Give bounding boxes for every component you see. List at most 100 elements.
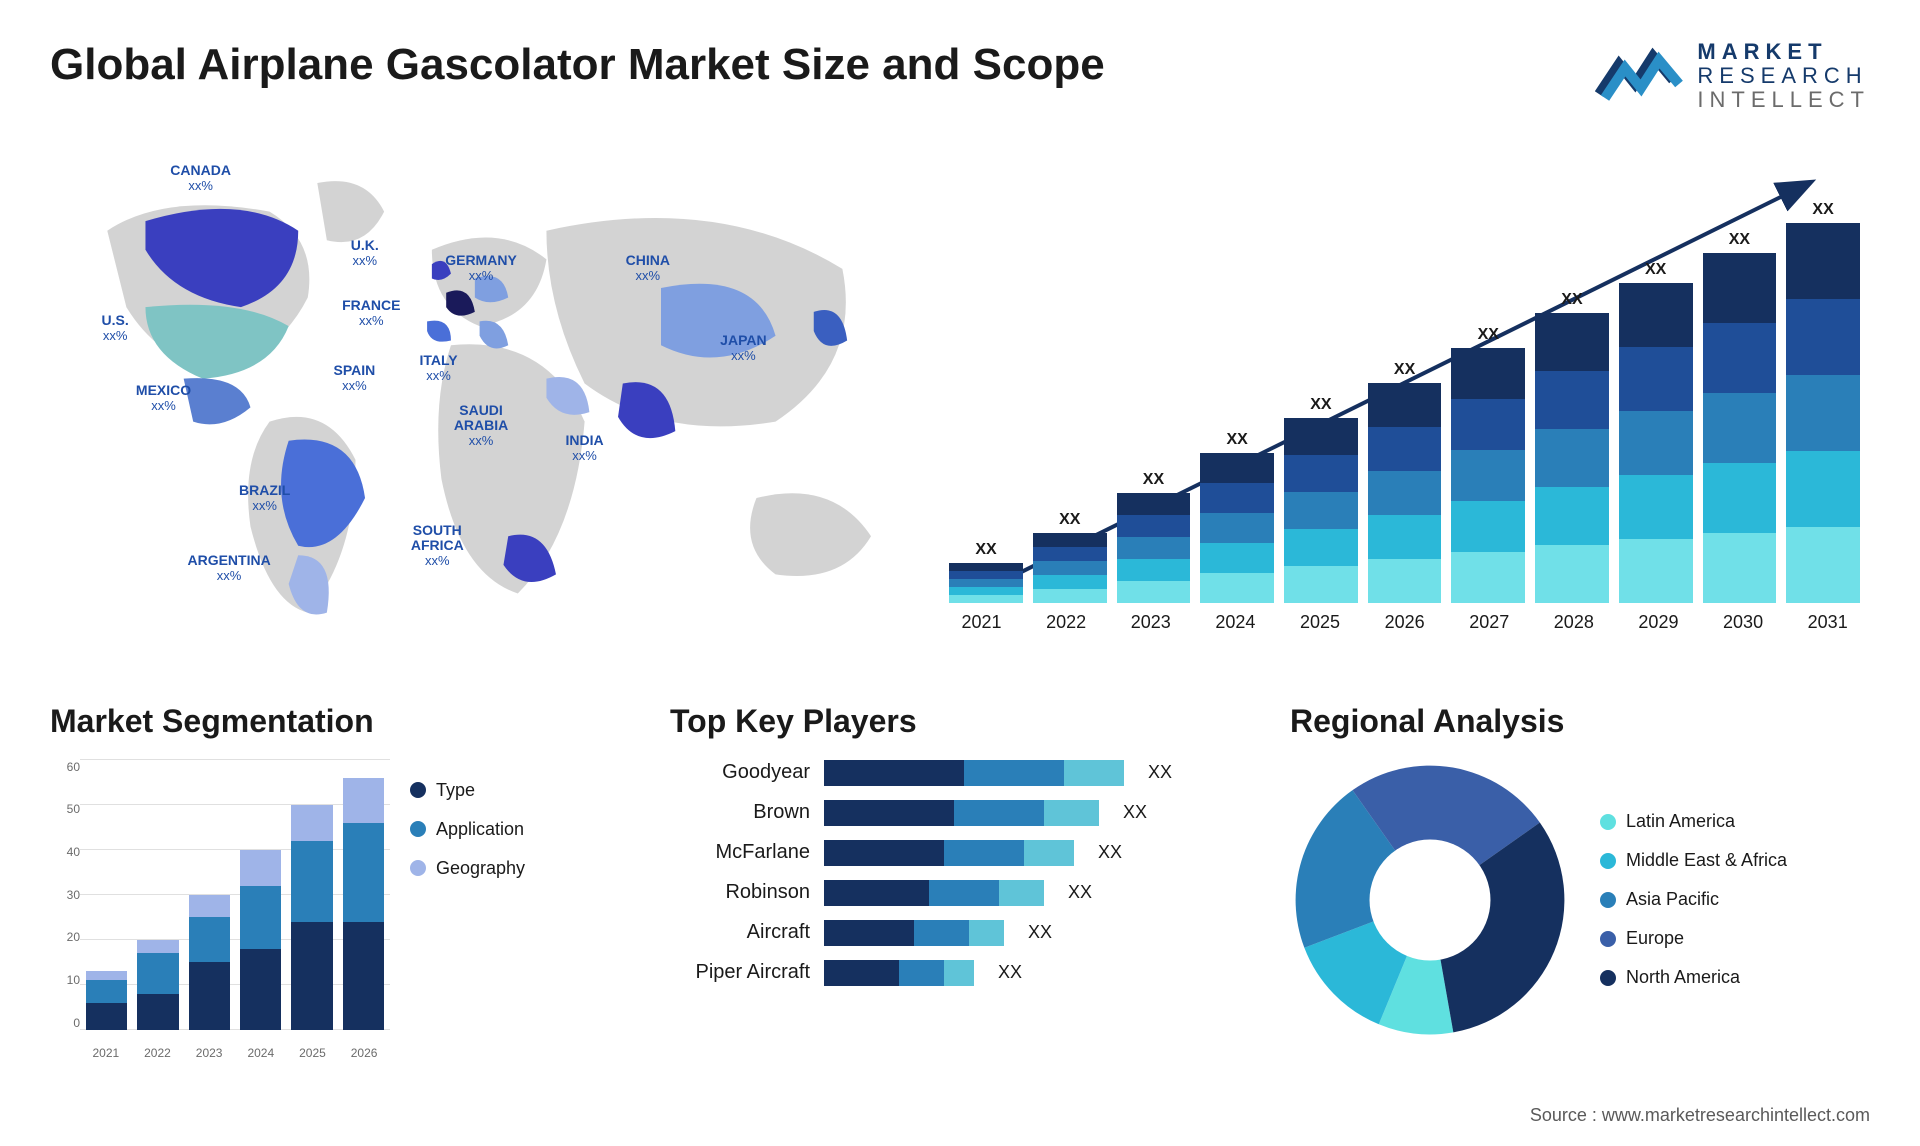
growth-segment bbox=[1368, 559, 1442, 603]
growth-segment bbox=[1368, 383, 1442, 427]
growth-segment bbox=[1786, 451, 1860, 527]
logo-line-1: MARKET bbox=[1697, 40, 1870, 64]
growth-segment bbox=[1117, 537, 1191, 559]
brand-logo: MARKET RESEARCH INTELLECT bbox=[1595, 40, 1870, 113]
player-value: XX bbox=[1148, 762, 1172, 783]
map-label: BRAZILxx% bbox=[239, 483, 290, 514]
map-label: SOUTHAFRICAxx% bbox=[411, 523, 464, 569]
player-bar bbox=[824, 920, 1004, 946]
growth-segment bbox=[1703, 463, 1777, 533]
seg-segment bbox=[86, 1003, 127, 1030]
legend-item: Geography bbox=[410, 858, 525, 879]
seg-xtick: 2026 bbox=[351, 1046, 378, 1060]
player-name: Aircraft bbox=[670, 921, 810, 944]
player-value: XX bbox=[998, 962, 1022, 983]
player-value: XX bbox=[1123, 802, 1147, 823]
growth-segment bbox=[1703, 393, 1777, 463]
seg-segment bbox=[291, 841, 332, 922]
map-label: MEXICOxx% bbox=[136, 383, 191, 414]
player-segment bbox=[1024, 840, 1074, 866]
player-segment bbox=[1064, 760, 1124, 786]
growth-segment bbox=[1451, 501, 1525, 552]
legend-item: Latin America bbox=[1600, 811, 1787, 832]
seg-bar bbox=[343, 778, 384, 1030]
growth-segment bbox=[949, 595, 1023, 603]
player-name: McFarlane bbox=[670, 841, 810, 864]
seg-segment bbox=[137, 953, 178, 994]
growth-bar: XX bbox=[1703, 231, 1777, 603]
legend-swatch-icon bbox=[1600, 814, 1616, 830]
player-bar bbox=[824, 800, 1099, 826]
growth-segment bbox=[1284, 418, 1358, 455]
player-row: McFarlaneXX bbox=[670, 840, 1210, 866]
seg-ytick: 10 bbox=[67, 973, 80, 987]
seg-segment bbox=[189, 895, 230, 918]
growth-bar: XX bbox=[1033, 511, 1107, 603]
player-segment bbox=[824, 880, 929, 906]
legend-item: Middle East & Africa bbox=[1600, 850, 1787, 871]
player-segment bbox=[899, 960, 944, 986]
player-row: Piper AircraftXX bbox=[670, 960, 1210, 986]
players-title: Top Key Players bbox=[670, 703, 1250, 740]
growth-year-label: 2031 bbox=[1798, 612, 1858, 633]
growth-segment bbox=[1284, 492, 1358, 529]
growth-segment bbox=[1619, 347, 1693, 411]
map-label: SAUDIARABIAxx% bbox=[454, 403, 508, 449]
growth-segment bbox=[1619, 475, 1693, 539]
legend-swatch-icon bbox=[1600, 892, 1616, 908]
player-segment bbox=[964, 760, 1064, 786]
seg-segment bbox=[137, 994, 178, 1030]
growth-segment bbox=[1033, 561, 1107, 575]
legend-item: Application bbox=[410, 819, 525, 840]
seg-bar bbox=[291, 805, 332, 1030]
growth-segment bbox=[1535, 313, 1609, 371]
player-name: Goodyear bbox=[670, 761, 810, 784]
seg-segment bbox=[343, 823, 384, 922]
growth-bar: XX bbox=[1200, 431, 1274, 603]
growth-segment bbox=[949, 571, 1023, 579]
growth-year-label: 2021 bbox=[952, 612, 1012, 633]
growth-value-label: XX bbox=[1645, 261, 1666, 279]
growth-segment bbox=[1368, 515, 1442, 559]
growth-segment bbox=[1703, 533, 1777, 603]
growth-bar: XX bbox=[949, 541, 1023, 603]
growth-year-label: 2026 bbox=[1375, 612, 1435, 633]
growth-bar: XX bbox=[1786, 201, 1860, 603]
player-segment bbox=[954, 800, 1044, 826]
growth-segment bbox=[1703, 253, 1777, 323]
growth-value-label: XX bbox=[975, 541, 996, 559]
segmentation-chart: 6050403020100 202120222023202420252026 bbox=[50, 760, 390, 1060]
world-map-panel: CANADAxx%U.S.xx%MEXICOxx%BRAZILxx%ARGENT… bbox=[50, 143, 909, 643]
seg-bar bbox=[86, 971, 127, 1030]
growth-segment bbox=[1117, 515, 1191, 537]
growth-year-label: 2022 bbox=[1036, 612, 1096, 633]
legend-label: Asia Pacific bbox=[1626, 889, 1719, 910]
legend-swatch-icon bbox=[410, 860, 426, 876]
seg-ytick: 0 bbox=[73, 1016, 80, 1030]
seg-segment bbox=[86, 971, 127, 980]
player-segment bbox=[1044, 800, 1099, 826]
map-label: CHINAxx% bbox=[626, 253, 670, 284]
growth-segment bbox=[949, 579, 1023, 587]
growth-segment bbox=[1535, 429, 1609, 487]
growth-segment bbox=[1033, 547, 1107, 561]
legend-swatch-icon bbox=[1600, 853, 1616, 869]
seg-segment bbox=[343, 922, 384, 1030]
growth-segment bbox=[1535, 487, 1609, 545]
map-label: ITALYxx% bbox=[419, 353, 457, 384]
top-row: CANADAxx%U.S.xx%MEXICOxx%BRAZILxx%ARGENT… bbox=[50, 143, 1870, 643]
growth-segment bbox=[1368, 427, 1442, 471]
growth-segment bbox=[1200, 483, 1274, 513]
growth-value-label: XX bbox=[1812, 201, 1833, 219]
seg-segment bbox=[343, 778, 384, 823]
header: Global Airplane Gascolator Market Size a… bbox=[50, 40, 1870, 113]
player-segment bbox=[824, 760, 964, 786]
player-value: XX bbox=[1068, 882, 1092, 903]
growth-segment bbox=[1200, 573, 1274, 603]
player-segment bbox=[929, 880, 999, 906]
growth-year-label: 2023 bbox=[1121, 612, 1181, 633]
growth-segment bbox=[1033, 533, 1107, 547]
legend-label: Middle East & Africa bbox=[1626, 850, 1787, 871]
regional-panel: Regional Analysis Latin AmericaMiddle Ea… bbox=[1290, 703, 1870, 1060]
legend-item: Europe bbox=[1600, 928, 1787, 949]
